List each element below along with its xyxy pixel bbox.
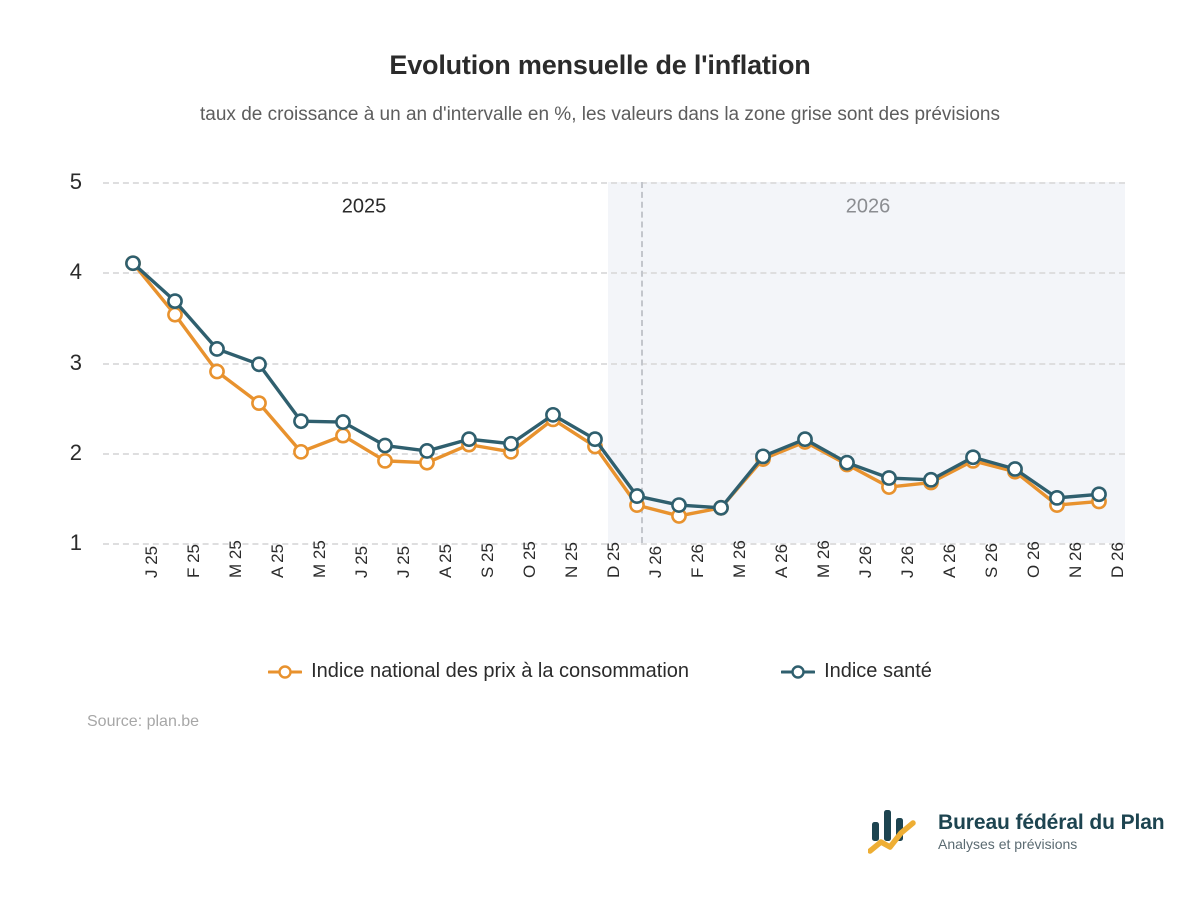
data-point-marker — [209, 341, 225, 357]
x-tick-label: M 25 — [226, 540, 245, 578]
y-tick-label: 5 — [69, 169, 82, 194]
x-tick-label: S 25 — [478, 543, 497, 578]
x-tick-label: J 26 — [898, 545, 917, 578]
series-0 — [125, 255, 1107, 524]
data-point-marker — [1007, 461, 1023, 477]
data-point-marker — [713, 499, 729, 516]
x-tick-label: M 26 — [814, 540, 833, 578]
chart-legend: Indice national des prix à la consommati… — [0, 660, 1200, 683]
x-tick-label: O 26 — [1024, 541, 1043, 578]
legend-marker-icon — [268, 664, 303, 679]
series-line — [131, 261, 1101, 510]
data-point-marker — [377, 452, 393, 469]
data-point-marker — [671, 497, 687, 513]
chart-subtitle: taux de croissance à un an d'intervalle … — [200, 104, 1000, 125]
y-tick-label: 3 — [69, 349, 82, 375]
data-point-marker — [167, 293, 183, 310]
x-tick-label: S 26 — [982, 543, 1001, 578]
data-point-marker — [1049, 489, 1065, 506]
plot-area: 2025 2026 — [103, 182, 1125, 545]
data-point-marker — [209, 363, 225, 380]
organization-logo: Bureau fédéral du Plan Analyses et prévi… — [868, 806, 1165, 856]
data-point-marker — [419, 443, 435, 459]
data-point-marker — [335, 427, 351, 444]
data-point-marker — [797, 431, 813, 448]
data-point-marker — [587, 431, 603, 448]
x-tick-label: D 25 — [604, 542, 623, 578]
y-tick-label: 1 — [69, 530, 82, 555]
gridline — [103, 182, 1125, 184]
x-tick-label: A 25 — [436, 543, 455, 578]
x-tick-label: J 26 — [856, 545, 875, 578]
x-tick-label: F 26 — [688, 543, 707, 578]
legend-item[interactable]: Indice national des prix à la consommati… — [268, 660, 689, 683]
data-point-marker — [251, 356, 267, 373]
data-point-marker — [335, 414, 351, 430]
legend-item[interactable]: Indice santé — [781, 660, 932, 683]
x-tick-label: M 25 — [310, 540, 329, 578]
data-point-marker — [1091, 486, 1107, 503]
gridline — [103, 362, 1125, 365]
series-lines — [125, 255, 1107, 524]
year-annotation: 2025 — [341, 195, 387, 218]
y-tick-label: 2 — [69, 439, 82, 465]
x-tick-label: A 25 — [268, 543, 287, 578]
data-point-marker — [881, 470, 897, 486]
data-point-marker — [755, 448, 771, 465]
y-tick-label: 4 — [69, 259, 82, 285]
data-point-marker — [503, 435, 519, 452]
x-tick-label: J 25 — [394, 545, 413, 578]
logo-title: Bureau fédéral du Plan — [938, 810, 1165, 834]
gridline — [103, 452, 1125, 455]
x-tick-label: F 25 — [184, 543, 203, 578]
x-tick-label: O 25 — [520, 541, 539, 578]
bar-chart-wave-logo-icon — [868, 810, 916, 854]
x-tick-label: J 25 — [352, 545, 371, 578]
year-annotation: 2026 — [845, 195, 891, 218]
legend-marker-icon — [781, 664, 816, 679]
legend-label: Indice santé — [824, 660, 932, 682]
series-1 — [125, 255, 1107, 516]
data-point-marker — [545, 406, 561, 423]
x-tick-label: J 25 — [142, 545, 161, 578]
x-tick-label: D 26 — [1108, 542, 1127, 578]
x-tick-label: M 26 — [730, 540, 749, 578]
x-tick-label: A 26 — [940, 543, 959, 578]
forecast-divider-line — [641, 182, 644, 543]
data-point-marker — [839, 454, 855, 471]
data-point-marker — [167, 306, 183, 323]
data-point-marker — [461, 431, 477, 448]
data-point-marker — [293, 443, 309, 460]
x-tick-label: A 26 — [772, 543, 791, 578]
x-tick-label: J 26 — [646, 545, 665, 578]
logo-text: Bureau fédéral du Plan Analyses et prévi… — [938, 810, 1165, 853]
data-point-marker — [251, 395, 267, 412]
data-point-marker — [125, 255, 141, 272]
gridline — [103, 543, 1125, 545]
data-point-marker — [377, 437, 393, 454]
data-point-marker — [965, 449, 981, 466]
x-tick-label: N 25 — [562, 542, 581, 578]
gridline — [103, 272, 1125, 275]
source-note: Source: plan.be — [87, 713, 200, 730]
x-tick-label: N 26 — [1066, 542, 1085, 578]
data-point-marker — [923, 471, 939, 488]
legend-label: Indice national des prix à la consommati… — [311, 660, 690, 682]
logo-tagline: Analyses et prévisions — [938, 835, 1078, 852]
page-title: Evolution mensuelle de l'inflation — [389, 50, 811, 80]
data-point-marker — [629, 488, 645, 504]
data-point-marker — [293, 413, 309, 430]
